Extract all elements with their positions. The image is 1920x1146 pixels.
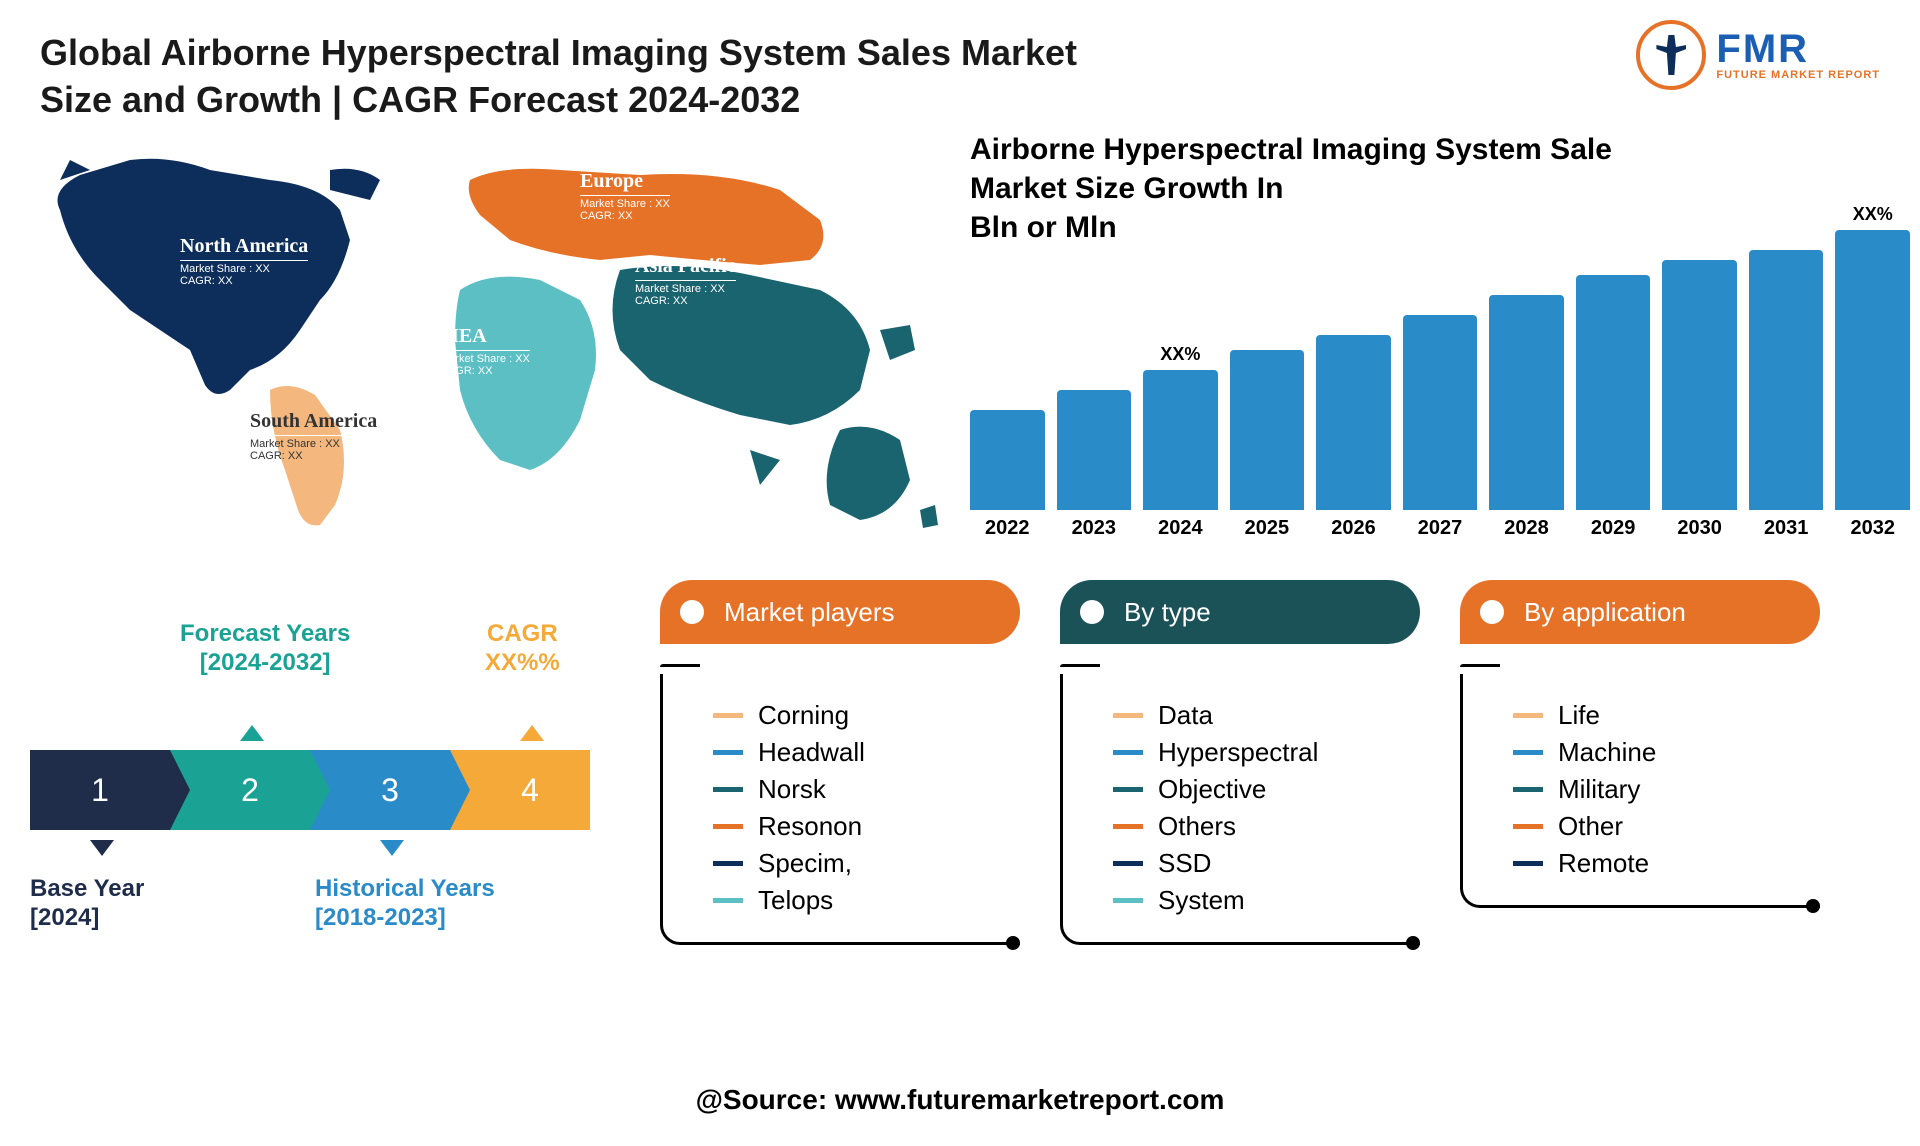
source-attribution: @Source: www.futuremarketreport.com — [696, 1084, 1225, 1116]
dash-icon — [1113, 861, 1143, 866]
bar-2032: 2032XX% — [1835, 230, 1910, 510]
region-label-north-america: North AmericaMarket Share : XXCAGR: XX — [180, 235, 308, 287]
historical-label: Historical Years [2018-2023] — [315, 875, 495, 933]
category-item: Remote — [1513, 848, 1820, 879]
bullet-icon — [1480, 600, 1504, 624]
region-nz — [920, 505, 938, 528]
category-by-type: By type Data Hyperspectral Objective Others S… — [1060, 580, 1420, 945]
region-label-asia-pacific: Asia PacificMarket Share : XXCAGR: XX — [635, 255, 736, 307]
bar-2030: 2030 — [1662, 260, 1737, 510]
bar-2028: 2028 — [1489, 295, 1564, 510]
dash-icon — [713, 861, 743, 866]
dash-icon — [1513, 787, 1543, 792]
dash-icon — [1113, 824, 1143, 829]
category-market-players: Market players Corning Headwall Norsk Resono… — [660, 580, 1020, 945]
bullet-icon — [680, 600, 704, 624]
category-item: Norsk — [713, 774, 1020, 805]
category-pill: By application — [1460, 580, 1820, 644]
dash-icon — [1513, 713, 1543, 718]
category-item: Specim, — [713, 848, 1020, 879]
timeline: Forecast Years [2024-2032] CAGR XX%% 123… — [30, 620, 620, 970]
category-item: Data — [1113, 700, 1420, 731]
page-title: Global Airborne Hyperspectral Imaging Sy… — [40, 30, 1140, 124]
timeline-box-2: 2 — [170, 750, 310, 830]
bar-2029: 2029 — [1576, 275, 1651, 510]
arrow-historical — [380, 840, 404, 856]
dash-icon — [713, 713, 743, 718]
dash-icon — [713, 750, 743, 755]
dash-icon — [1513, 824, 1543, 829]
category-item: SSD — [1113, 848, 1420, 879]
category-item: System — [1113, 885, 1420, 916]
category-title: Market players — [724, 597, 895, 628]
cagr-label: CAGR XX%% — [485, 620, 560, 678]
category-title: By type — [1124, 597, 1211, 628]
category-pill: Market players — [660, 580, 1020, 644]
category-item: Telops — [713, 885, 1020, 916]
dash-icon — [713, 824, 743, 829]
category-item: Resonon — [713, 811, 1020, 842]
category-item: Hyperspectral — [1113, 737, 1420, 768]
growth-bar-chart: Airborne Hyperspectral Imaging System Sa… — [970, 130, 1910, 550]
logo-subtitle: FUTURE MARKET REPORT — [1716, 69, 1880, 81]
category-item: Life — [1513, 700, 1820, 731]
chart-title-line2: Market Size Growth In — [970, 172, 1283, 205]
category-pill: By type — [1060, 580, 1420, 644]
dash-icon — [713, 787, 743, 792]
bar-2022: 2022 — [970, 410, 1045, 510]
fmr-logo: FMR FUTURE MARKET REPORT — [1636, 20, 1880, 90]
category-item: Others — [1113, 811, 1420, 842]
region-label-mea: MEAMarket Share : XXCAGR: XX — [440, 325, 530, 377]
bar-2026: 2026 — [1316, 335, 1391, 510]
bar-2023: 2023 — [1057, 390, 1132, 510]
bar-2027: 2027 — [1403, 315, 1478, 510]
category-item: Military — [1513, 774, 1820, 805]
logo-fmr-text: FMR — [1716, 29, 1880, 69]
dash-icon — [1113, 750, 1143, 755]
category-item: Corning — [713, 700, 1020, 731]
dash-icon — [713, 898, 743, 903]
region-label-south-america: South AmericaMarket Share : XXCAGR: XX — [250, 410, 377, 462]
category-item: Machine — [1513, 737, 1820, 768]
base-year-label: Base Year [2024] — [30, 875, 144, 933]
dash-icon — [1513, 750, 1543, 755]
dash-icon — [1113, 787, 1143, 792]
dash-icon — [1113, 898, 1143, 903]
dash-icon — [1113, 713, 1143, 718]
category-item: Headwall — [713, 737, 1020, 768]
arrow-forecast — [240, 725, 264, 741]
arrow-base — [90, 840, 114, 856]
category-by-application: By application Life Machine Military Other Re… — [1460, 580, 1820, 908]
chart-title-line1: Airborne Hyperspectral Imaging System Sa… — [970, 133, 1612, 166]
timeline-box-3: 3 — [310, 750, 450, 830]
category-title: By application — [1524, 597, 1686, 628]
category-item: Other — [1513, 811, 1820, 842]
category-item: Objective — [1113, 774, 1420, 805]
logo-icon — [1636, 20, 1706, 90]
dash-icon — [1513, 861, 1543, 866]
region-label-europe: EuropeMarket Share : XXCAGR: XX — [580, 170, 670, 222]
bar-2024: 2024XX% — [1143, 370, 1218, 510]
world-map: North AmericaMarket Share : XXCAGR: XX So… — [40, 150, 940, 530]
forecast-label: Forecast Years [2024-2032] — [180, 620, 350, 678]
timeline-box-1: 1 — [30, 750, 170, 830]
bar-2025: 2025 — [1230, 350, 1305, 510]
bullet-icon — [1080, 600, 1104, 624]
bar-2031: 2031 — [1749, 250, 1824, 510]
arrow-cagr — [520, 725, 544, 741]
timeline-box-4: 4 — [450, 750, 590, 830]
